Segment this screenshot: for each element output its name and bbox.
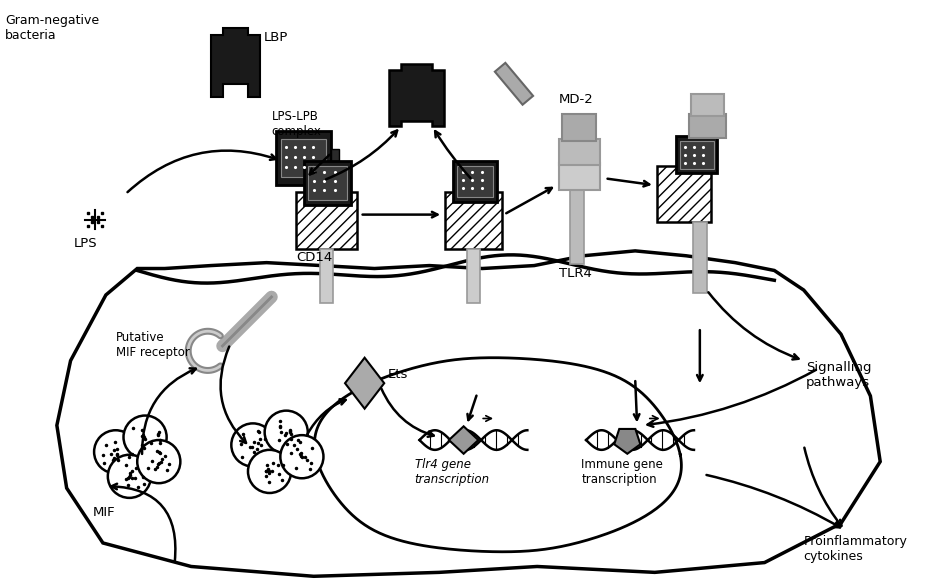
Circle shape	[137, 440, 180, 483]
Circle shape	[108, 455, 151, 498]
Text: MIF: MIF	[93, 506, 116, 519]
Bar	[331, 149, 338, 163]
Bar	[296, 192, 356, 249]
Text: Putative
MIF receptor: Putative MIF receptor	[116, 331, 189, 359]
Polygon shape	[614, 429, 640, 454]
Bar	[561, 113, 595, 141]
Bar	[656, 166, 710, 222]
Text: Gram-negative
bacteria: Gram-negative bacteria	[5, 14, 99, 42]
Polygon shape	[388, 64, 443, 126]
Text: Signalling
pathways: Signalling pathways	[805, 360, 870, 389]
Text: Immune gene
transcription: Immune gene transcription	[580, 457, 663, 486]
Circle shape	[123, 416, 167, 459]
Bar	[558, 139, 599, 165]
Bar	[570, 190, 584, 263]
Bar	[456, 166, 492, 197]
Bar	[676, 136, 717, 173]
Bar	[276, 131, 331, 185]
Bar	[558, 163, 599, 190]
Bar	[319, 249, 333, 303]
Bar	[308, 166, 347, 200]
Circle shape	[231, 423, 274, 466]
Text: TLR4: TLR4	[558, 266, 590, 279]
Bar	[281, 139, 326, 178]
Text: CD14: CD14	[296, 251, 332, 264]
Bar	[689, 113, 726, 138]
Bar	[679, 141, 713, 169]
Bar	[692, 222, 706, 293]
Text: Tlr4 gene
transcription: Tlr4 gene transcription	[414, 457, 489, 486]
Bar	[494, 63, 532, 105]
Bar	[466, 249, 480, 303]
Polygon shape	[345, 358, 384, 409]
Text: MD-2: MD-2	[558, 93, 592, 106]
Bar	[452, 161, 497, 202]
Bar	[691, 94, 724, 116]
Bar	[445, 192, 502, 249]
Text: LPS: LPS	[73, 237, 97, 250]
Text: LBP: LBP	[263, 31, 287, 44]
Polygon shape	[449, 426, 477, 454]
Text: Proinflammatory
cytokines: Proinflammatory cytokines	[803, 535, 907, 563]
Circle shape	[264, 410, 308, 454]
Circle shape	[248, 450, 291, 493]
Bar	[303, 161, 350, 205]
Circle shape	[280, 435, 324, 478]
Circle shape	[94, 430, 137, 473]
Text: Ets: Ets	[387, 368, 408, 380]
Text: LPS-LPB
complex: LPS-LPB complex	[272, 110, 321, 138]
Polygon shape	[210, 28, 260, 97]
